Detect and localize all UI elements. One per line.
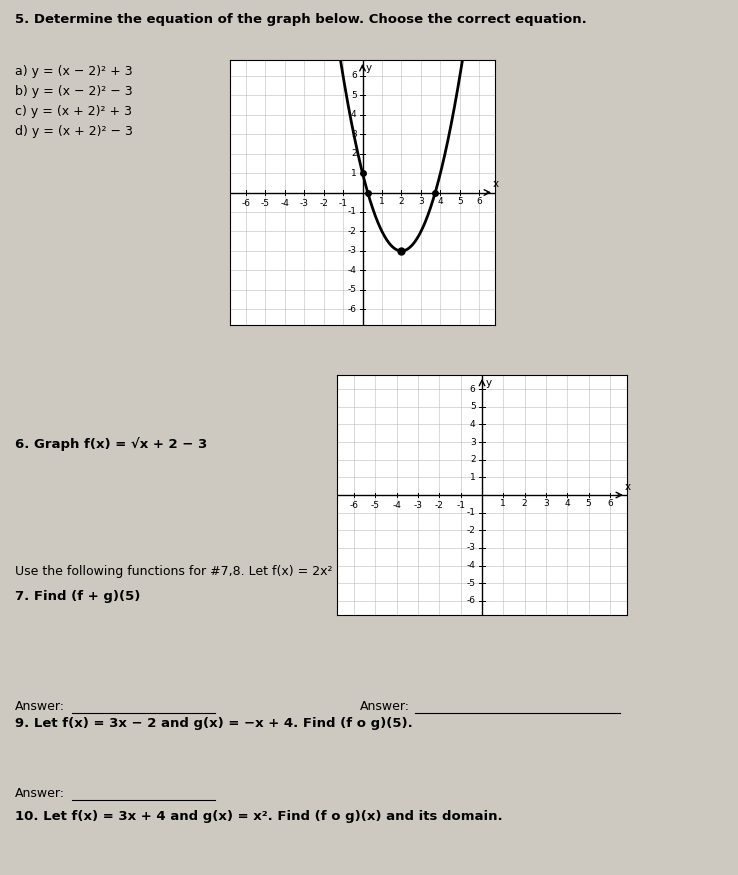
Text: -4: -4 [348, 266, 356, 275]
Text: -2: -2 [466, 526, 475, 535]
Text: 1: 1 [379, 198, 384, 206]
Text: 4: 4 [565, 500, 570, 508]
Text: 6: 6 [477, 198, 483, 206]
Text: 4: 4 [438, 198, 444, 206]
Text: -6: -6 [241, 200, 250, 208]
Text: d) y = (x + 2)² − 3: d) y = (x + 2)² − 3 [15, 125, 133, 138]
Text: -3: -3 [300, 200, 308, 208]
Text: y: y [486, 378, 492, 388]
Text: x: x [625, 482, 631, 492]
Text: 5: 5 [586, 500, 591, 508]
Text: -3: -3 [466, 543, 475, 552]
Text: 8. Find (fg)(2): 8. Find (fg)(2) [390, 590, 495, 603]
Text: -2: -2 [348, 227, 356, 236]
Text: -4: -4 [466, 561, 475, 570]
Text: -6: -6 [466, 597, 475, 605]
Text: 9. Let f(x) = 3x − 2 and g(x) = −x + 4. Find (f o g)(5).: 9. Let f(x) = 3x − 2 and g(x) = −x + 4. … [15, 717, 413, 730]
Text: -6: -6 [348, 304, 356, 314]
Text: 7. Find (f + g)(5): 7. Find (f + g)(5) [15, 590, 140, 603]
Text: 2: 2 [470, 455, 475, 465]
Text: 3: 3 [418, 198, 424, 206]
Text: -3: -3 [348, 247, 356, 255]
Text: x: x [493, 178, 499, 189]
Text: -5: -5 [348, 285, 356, 294]
Text: 6. Graph f(x) = √x + 2 − 3: 6. Graph f(x) = √x + 2 − 3 [15, 437, 207, 451]
Text: -2: -2 [435, 501, 444, 510]
Text: 1: 1 [500, 500, 506, 508]
Text: 2: 2 [351, 149, 356, 158]
Text: 4: 4 [470, 420, 475, 429]
Text: -4: -4 [393, 501, 401, 510]
Text: b) y = (x − 2)² − 3: b) y = (x − 2)² − 3 [15, 85, 133, 98]
Text: -1: -1 [466, 508, 475, 517]
Text: 10. Let f(x) = 3x + 4 and g(x) = x². Find (f o g)(x) and its domain.: 10. Let f(x) = 3x + 4 and g(x) = x². Fin… [15, 810, 503, 823]
Text: Answer:: Answer: [15, 787, 65, 800]
Text: a) y = (x − 2)² + 3: a) y = (x − 2)² + 3 [15, 65, 133, 78]
Text: -4: -4 [280, 200, 289, 208]
Text: 5: 5 [457, 198, 463, 206]
Text: 4: 4 [351, 110, 356, 119]
Text: 5: 5 [470, 402, 475, 411]
Text: -6: -6 [350, 501, 359, 510]
Text: 5. Determine the equation of the graph below. Choose the correct equation.: 5. Determine the equation of the graph b… [15, 13, 587, 26]
Text: c) y = (x + 2)² + 3: c) y = (x + 2)² + 3 [15, 105, 132, 118]
Text: Answer:: Answer: [15, 700, 65, 713]
Text: Use the following functions for #7,8. Let f(x) = 2x² + 3x and g(x) = x² + 4x.: Use the following functions for #7,8. Le… [15, 565, 492, 578]
Text: -1: -1 [348, 207, 356, 216]
Text: -1: -1 [456, 501, 465, 510]
Text: -5: -5 [371, 501, 380, 510]
Text: 3: 3 [470, 438, 475, 446]
Text: -1: -1 [339, 200, 348, 208]
Text: -5: -5 [261, 200, 269, 208]
Text: 2: 2 [399, 198, 404, 206]
Text: 1: 1 [351, 169, 356, 178]
Text: Answer:: Answer: [360, 700, 410, 713]
Text: -2: -2 [319, 200, 328, 208]
Text: 3: 3 [543, 500, 549, 508]
Text: 5: 5 [351, 91, 356, 100]
Text: 6: 6 [607, 500, 613, 508]
Text: 3: 3 [351, 130, 356, 138]
Text: 6: 6 [470, 385, 475, 394]
Text: -5: -5 [466, 578, 475, 588]
Text: 6: 6 [351, 71, 356, 80]
Text: 1: 1 [470, 473, 475, 482]
Text: y: y [365, 63, 371, 73]
Text: -3: -3 [413, 501, 423, 510]
Text: 2: 2 [522, 500, 528, 508]
